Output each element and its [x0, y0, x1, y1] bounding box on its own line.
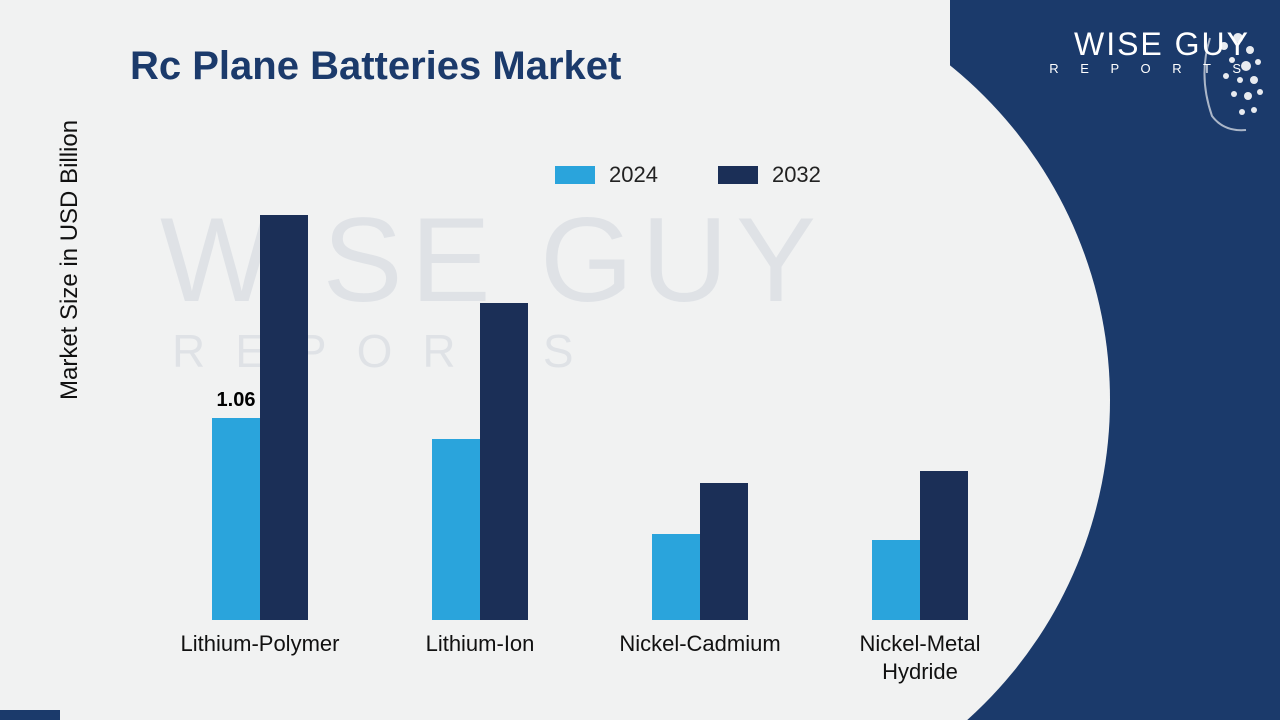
- bar-group: Nickel-Cadmium: [610, 200, 790, 620]
- chart-plot-area: 1.06Lithium-PolymerLithium-IonNickel-Cad…: [130, 200, 1010, 620]
- category-label: Nickel-MetalHydride: [859, 620, 980, 685]
- bar-group: 1.06Lithium-Polymer: [170, 200, 350, 620]
- category-label: Nickel-Cadmium: [619, 620, 780, 658]
- legend-item: 2032: [718, 162, 821, 188]
- legend-label: 2024: [609, 162, 658, 188]
- chart-title: Rc Plane Batteries Market: [130, 44, 621, 89]
- bar: [432, 439, 480, 620]
- legend-swatch: [555, 166, 595, 184]
- bar-group: Lithium-Ion: [390, 200, 570, 620]
- legend-label: 2032: [772, 162, 821, 188]
- category-label: Lithium-Polymer: [181, 620, 340, 658]
- bottom-accent-bar: [0, 710, 60, 720]
- bar-value-label: 1.06: [217, 389, 256, 418]
- y-axis-label: Market Size in USD Billion: [56, 120, 84, 400]
- brand-logo-sub: R E P O R T S: [1049, 61, 1250, 76]
- category-label: Lithium-Ion: [426, 620, 535, 658]
- legend-item: 2024: [555, 162, 658, 188]
- bar: [260, 215, 308, 620]
- bar-group: Nickel-MetalHydride: [830, 200, 1010, 620]
- bar: 1.06: [212, 418, 260, 620]
- bar: [920, 471, 968, 620]
- bar: [480, 303, 528, 620]
- chart-legend: 2024 2032: [555, 162, 821, 188]
- chart-canvas: WISE GUY R E P O R T S Rc Plane Batterie…: [0, 0, 1280, 720]
- bar: [700, 483, 748, 620]
- brand-logo-main: WISE GUY: [1049, 26, 1250, 63]
- legend-swatch: [718, 166, 758, 184]
- bar: [652, 534, 700, 620]
- bar: [872, 540, 920, 620]
- brand-logo: WISE GUY R E P O R T S: [1049, 26, 1250, 76]
